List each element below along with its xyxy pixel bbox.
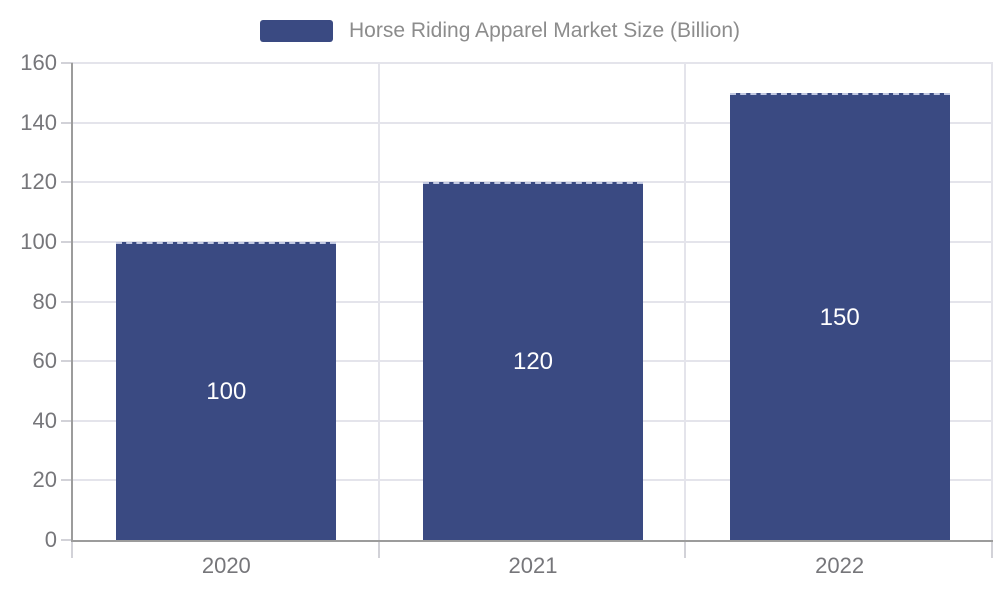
- bar-value-label: 120: [512, 348, 554, 375]
- bar[interactable]: 100: [116, 242, 337, 540]
- y-axis-label: 160: [20, 50, 57, 75]
- y-axis-tick: [61, 121, 73, 124]
- legend[interactable]: Horse Riding Apparel Market Size (Billio…: [0, 20, 1000, 42]
- gridline: [73, 121, 993, 124]
- x-axis-tick: [991, 542, 993, 558]
- x-axis-tick: [71, 542, 73, 558]
- y-axis-tick: [61, 300, 73, 303]
- y-axis-tick: [61, 479, 73, 482]
- category-separator: [684, 63, 687, 540]
- y-axis-tick: [61, 181, 73, 184]
- category-separator: [377, 63, 380, 540]
- y-axis-tick: [61, 240, 73, 243]
- bar-value-label: 100: [206, 378, 247, 405]
- category-separator: [991, 63, 993, 540]
- bar-value-label: 150: [819, 303, 860, 331]
- y-axis-tick: [61, 539, 73, 541]
- y-axis-label: 100: [20, 228, 57, 254]
- y-axis-label: 140: [20, 109, 57, 135]
- x-axis-tick: [377, 542, 380, 558]
- x-axis-label: 2020: [201, 553, 251, 578]
- y-axis-line: [71, 63, 73, 542]
- legend-label[interactable]: Horse Riding Apparel Market Size (Billio…: [349, 19, 740, 42]
- bar[interactable]: 150: [729, 93, 950, 540]
- x-axis-label: 2021: [508, 553, 558, 578]
- bar[interactable]: 120: [423, 182, 643, 540]
- gridline: [73, 62, 993, 64]
- y-axis-label: 60: [32, 348, 57, 374]
- y-axis-tick: [61, 62, 73, 64]
- y-axis-label: 80: [32, 288, 57, 314]
- x-axis-tick: [684, 542, 687, 558]
- y-axis-label: 20: [32, 467, 57, 493]
- y-axis-tick: [61, 419, 73, 422]
- y-axis-tick: [61, 360, 73, 363]
- x-axis-label: 2022: [815, 553, 865, 578]
- y-axis-label: 40: [32, 407, 57, 433]
- x-axis-line: [71, 540, 993, 542]
- y-axis-label: 0: [44, 527, 57, 552]
- legend-swatch[interactable]: [260, 20, 333, 42]
- y-axis-label: 120: [20, 169, 57, 195]
